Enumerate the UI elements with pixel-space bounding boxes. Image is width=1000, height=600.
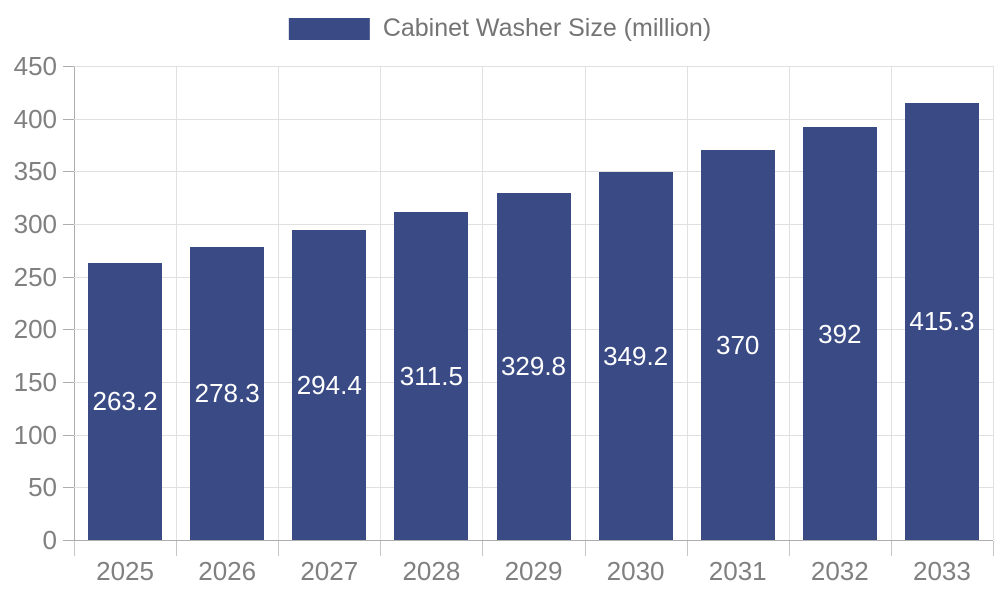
bar-value-label: 415.3	[909, 306, 975, 337]
gridline	[686, 66, 688, 540]
x-axis-tick	[788, 541, 790, 556]
y-axis-tick-label: 0	[42, 525, 57, 555]
x-axis-line	[74, 540, 993, 541]
x-axis-tick	[584, 541, 586, 556]
bar[interactable]: 278.3	[190, 246, 265, 540]
x-axis-tick-label: 2026	[198, 556, 257, 586]
gridline	[278, 66, 280, 540]
bar-value-label: 311.5	[399, 360, 463, 391]
y-axis-tick	[63, 540, 74, 541]
gridline	[584, 66, 586, 540]
x-axis-tick-label: 2025	[96, 556, 154, 586]
y-axis-tick-label: 350	[13, 156, 57, 187]
bar[interactable]: 370	[700, 150, 775, 540]
bar[interactable]: 294.4	[292, 229, 367, 540]
y-axis-tick	[63, 171, 74, 173]
bar[interactable]: 263.2	[88, 262, 163, 540]
y-axis-tick-label: 50	[28, 472, 57, 503]
y-axis-tick-label: 100	[13, 419, 57, 450]
bar[interactable]: 349.2	[598, 172, 673, 540]
bar[interactable]: 329.8	[496, 192, 571, 540]
x-axis-tick-label: 2033	[913, 556, 971, 586]
x-axis-tick	[482, 541, 484, 556]
y-axis-tick-label: 150	[13, 367, 57, 397]
gridline	[788, 66, 790, 540]
y-axis-tick	[63, 66, 74, 67]
legend-label: Cabinet Washer Size (million)	[382, 14, 712, 42]
x-axis-tick	[176, 541, 178, 556]
x-axis-tick-label: 2029	[504, 556, 563, 586]
x-axis-tick	[74, 541, 75, 556]
x-axis-tick	[890, 541, 892, 556]
legend-item[interactable]: Cabinet Washer Size (million)	[288, 14, 712, 42]
gridline	[890, 66, 892, 540]
bar-value-label: 278.3	[194, 378, 260, 409]
bar-value-label: 392	[818, 318, 862, 349]
x-axis-tick	[380, 541, 382, 556]
x-axis-tick-label: 2030	[606, 556, 665, 586]
bar-value-label: 329.8	[500, 351, 567, 382]
gridline	[74, 171, 993, 173]
x-axis-tick	[686, 541, 688, 556]
gridline	[993, 66, 994, 540]
x-axis-tick-label: 2032	[810, 556, 869, 586]
gridline	[482, 66, 484, 540]
x-axis-tick-label: 2031	[708, 556, 767, 586]
y-axis-tick-label: 450	[13, 51, 57, 81]
bar-value-label: 263.2	[92, 386, 158, 417]
bar[interactable]: 415.3	[904, 102, 979, 540]
y-axis-tick	[63, 329, 74, 331]
bar[interactable]: 392	[802, 127, 877, 540]
bar-value-label: 370	[716, 330, 760, 361]
gridline	[380, 66, 382, 540]
x-axis-tick	[278, 541, 280, 556]
gridline	[176, 66, 178, 540]
bar-value-label: 294.4	[296, 369, 362, 400]
y-axis-tick	[63, 276, 74, 278]
y-axis-line	[74, 66, 75, 540]
x-axis-tick	[993, 541, 994, 556]
y-axis-tick	[63, 382, 74, 383]
bar-value-label: 349.2	[603, 341, 669, 372]
y-axis-tick	[63, 487, 74, 489]
gridline	[74, 118, 993, 120]
y-axis-tick-label: 400	[13, 103, 57, 134]
y-axis-tick-label: 250	[13, 261, 57, 292]
bar[interactable]: 311.5	[394, 211, 469, 540]
y-axis-tick	[63, 434, 74, 436]
y-axis-tick-label: 300	[13, 209, 57, 239]
x-axis-tick-label: 2028	[402, 556, 461, 586]
plot-area: 0 50 100 150 200 250 300 350 400 450 263.2 2025 278.…	[14, 53, 994, 584]
y-axis-tick-label: 200	[13, 314, 57, 345]
x-axis-tick-label: 2027	[300, 556, 359, 586]
y-axis-tick	[63, 224, 74, 225]
gridline	[74, 66, 993, 67]
legend-swatch	[288, 17, 370, 40]
y-axis-tick	[63, 118, 74, 120]
